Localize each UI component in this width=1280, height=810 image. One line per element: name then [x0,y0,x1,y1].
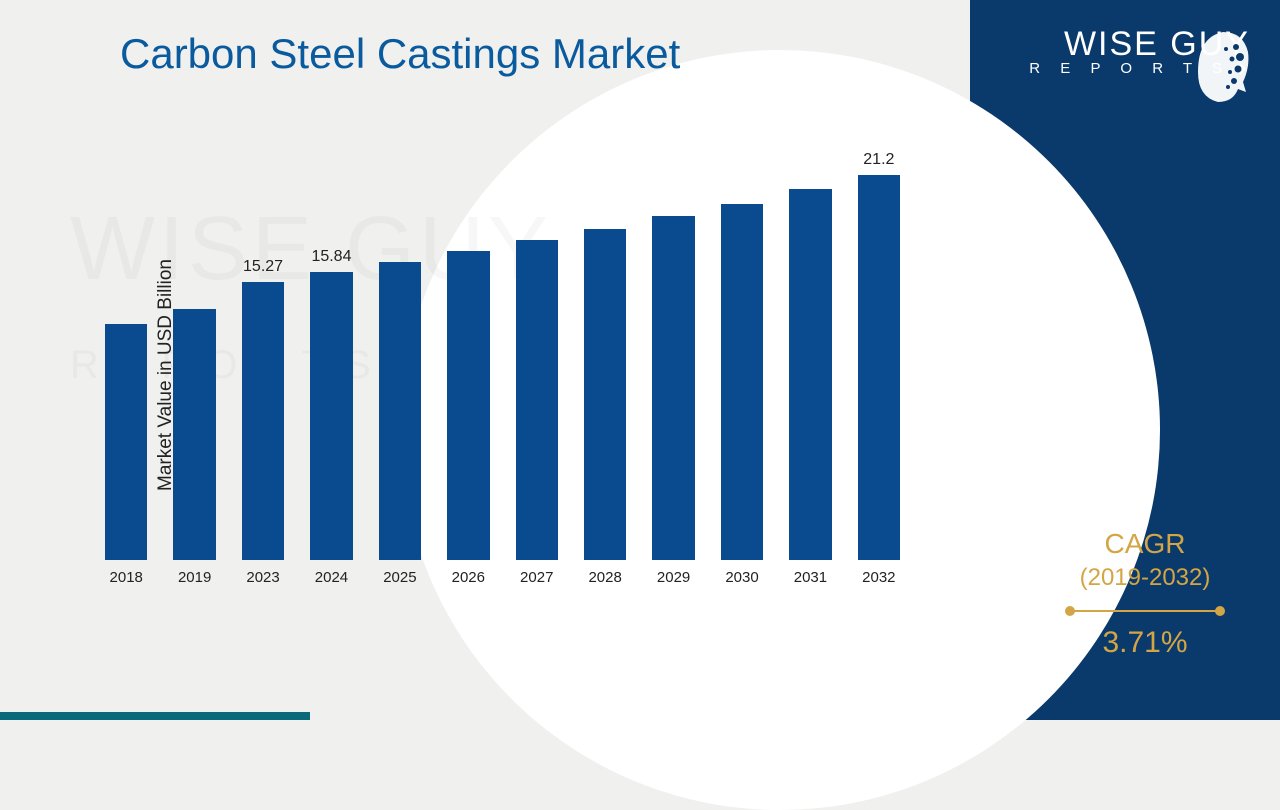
chart-area: Market Value in USD Billion 2018201915.2… [60,160,910,590]
bar-group: 21.22032 [848,160,910,560]
bar-group: 2028 [574,160,636,560]
x-tick-label: 2023 [246,569,279,586]
bar-group: 2029 [642,160,704,560]
x-tick-label: 2026 [452,569,485,586]
x-tick-label: 2025 [383,569,416,586]
head-icon [1188,27,1258,107]
bar-plot: 2018201915.27202315.84202420252026202720… [95,160,910,560]
bar [584,229,626,560]
bar [652,216,694,560]
x-tick-label: 2032 [862,569,895,586]
cagr-title: CAGR [1070,528,1220,560]
x-tick-label: 2029 [657,569,690,586]
x-tick-label: 2030 [725,569,758,586]
bar [516,240,558,560]
bar [379,262,421,560]
bar [721,204,763,560]
bar [105,324,147,560]
bar-group: 2025 [369,160,431,560]
bar-group: 2019 [163,160,225,560]
bar-group: 2026 [437,160,499,560]
bar-group: 2031 [779,160,841,560]
cagr-value: 3.71% [1070,626,1220,660]
x-tick-label: 2027 [520,569,553,586]
x-tick-label: 2028 [588,569,621,586]
bar [310,272,352,560]
bar-group: 2030 [711,160,773,560]
bar-value-label: 15.84 [311,248,351,266]
bar-value-label: 21.2 [863,151,894,169]
x-tick-label: 2024 [315,569,348,586]
x-tick-label: 2018 [110,569,143,586]
x-tick-label: 2019 [178,569,211,586]
bar [447,251,489,560]
cagr-divider [1070,610,1220,612]
bar-group: 2018 [95,160,157,560]
bar-group: 15.272023 [232,160,294,560]
chart-title: Carbon Steel Castings Market [120,30,680,78]
bar-group: 15.842024 [300,160,362,560]
brand-logo: WISE GUY R E P O R T S [1029,25,1250,77]
cagr-range: (2019-2032) [1070,564,1220,592]
bar [858,175,900,560]
cagr-box: CAGR (2019-2032) 3.71% [1070,528,1220,660]
bar-group: 2027 [506,160,568,560]
bottom-accent-bar [0,712,310,720]
bar-value-label: 15.27 [243,258,283,276]
bar [789,189,831,560]
x-tick-label: 2031 [794,569,827,586]
bar [173,309,215,560]
bar [242,282,284,560]
